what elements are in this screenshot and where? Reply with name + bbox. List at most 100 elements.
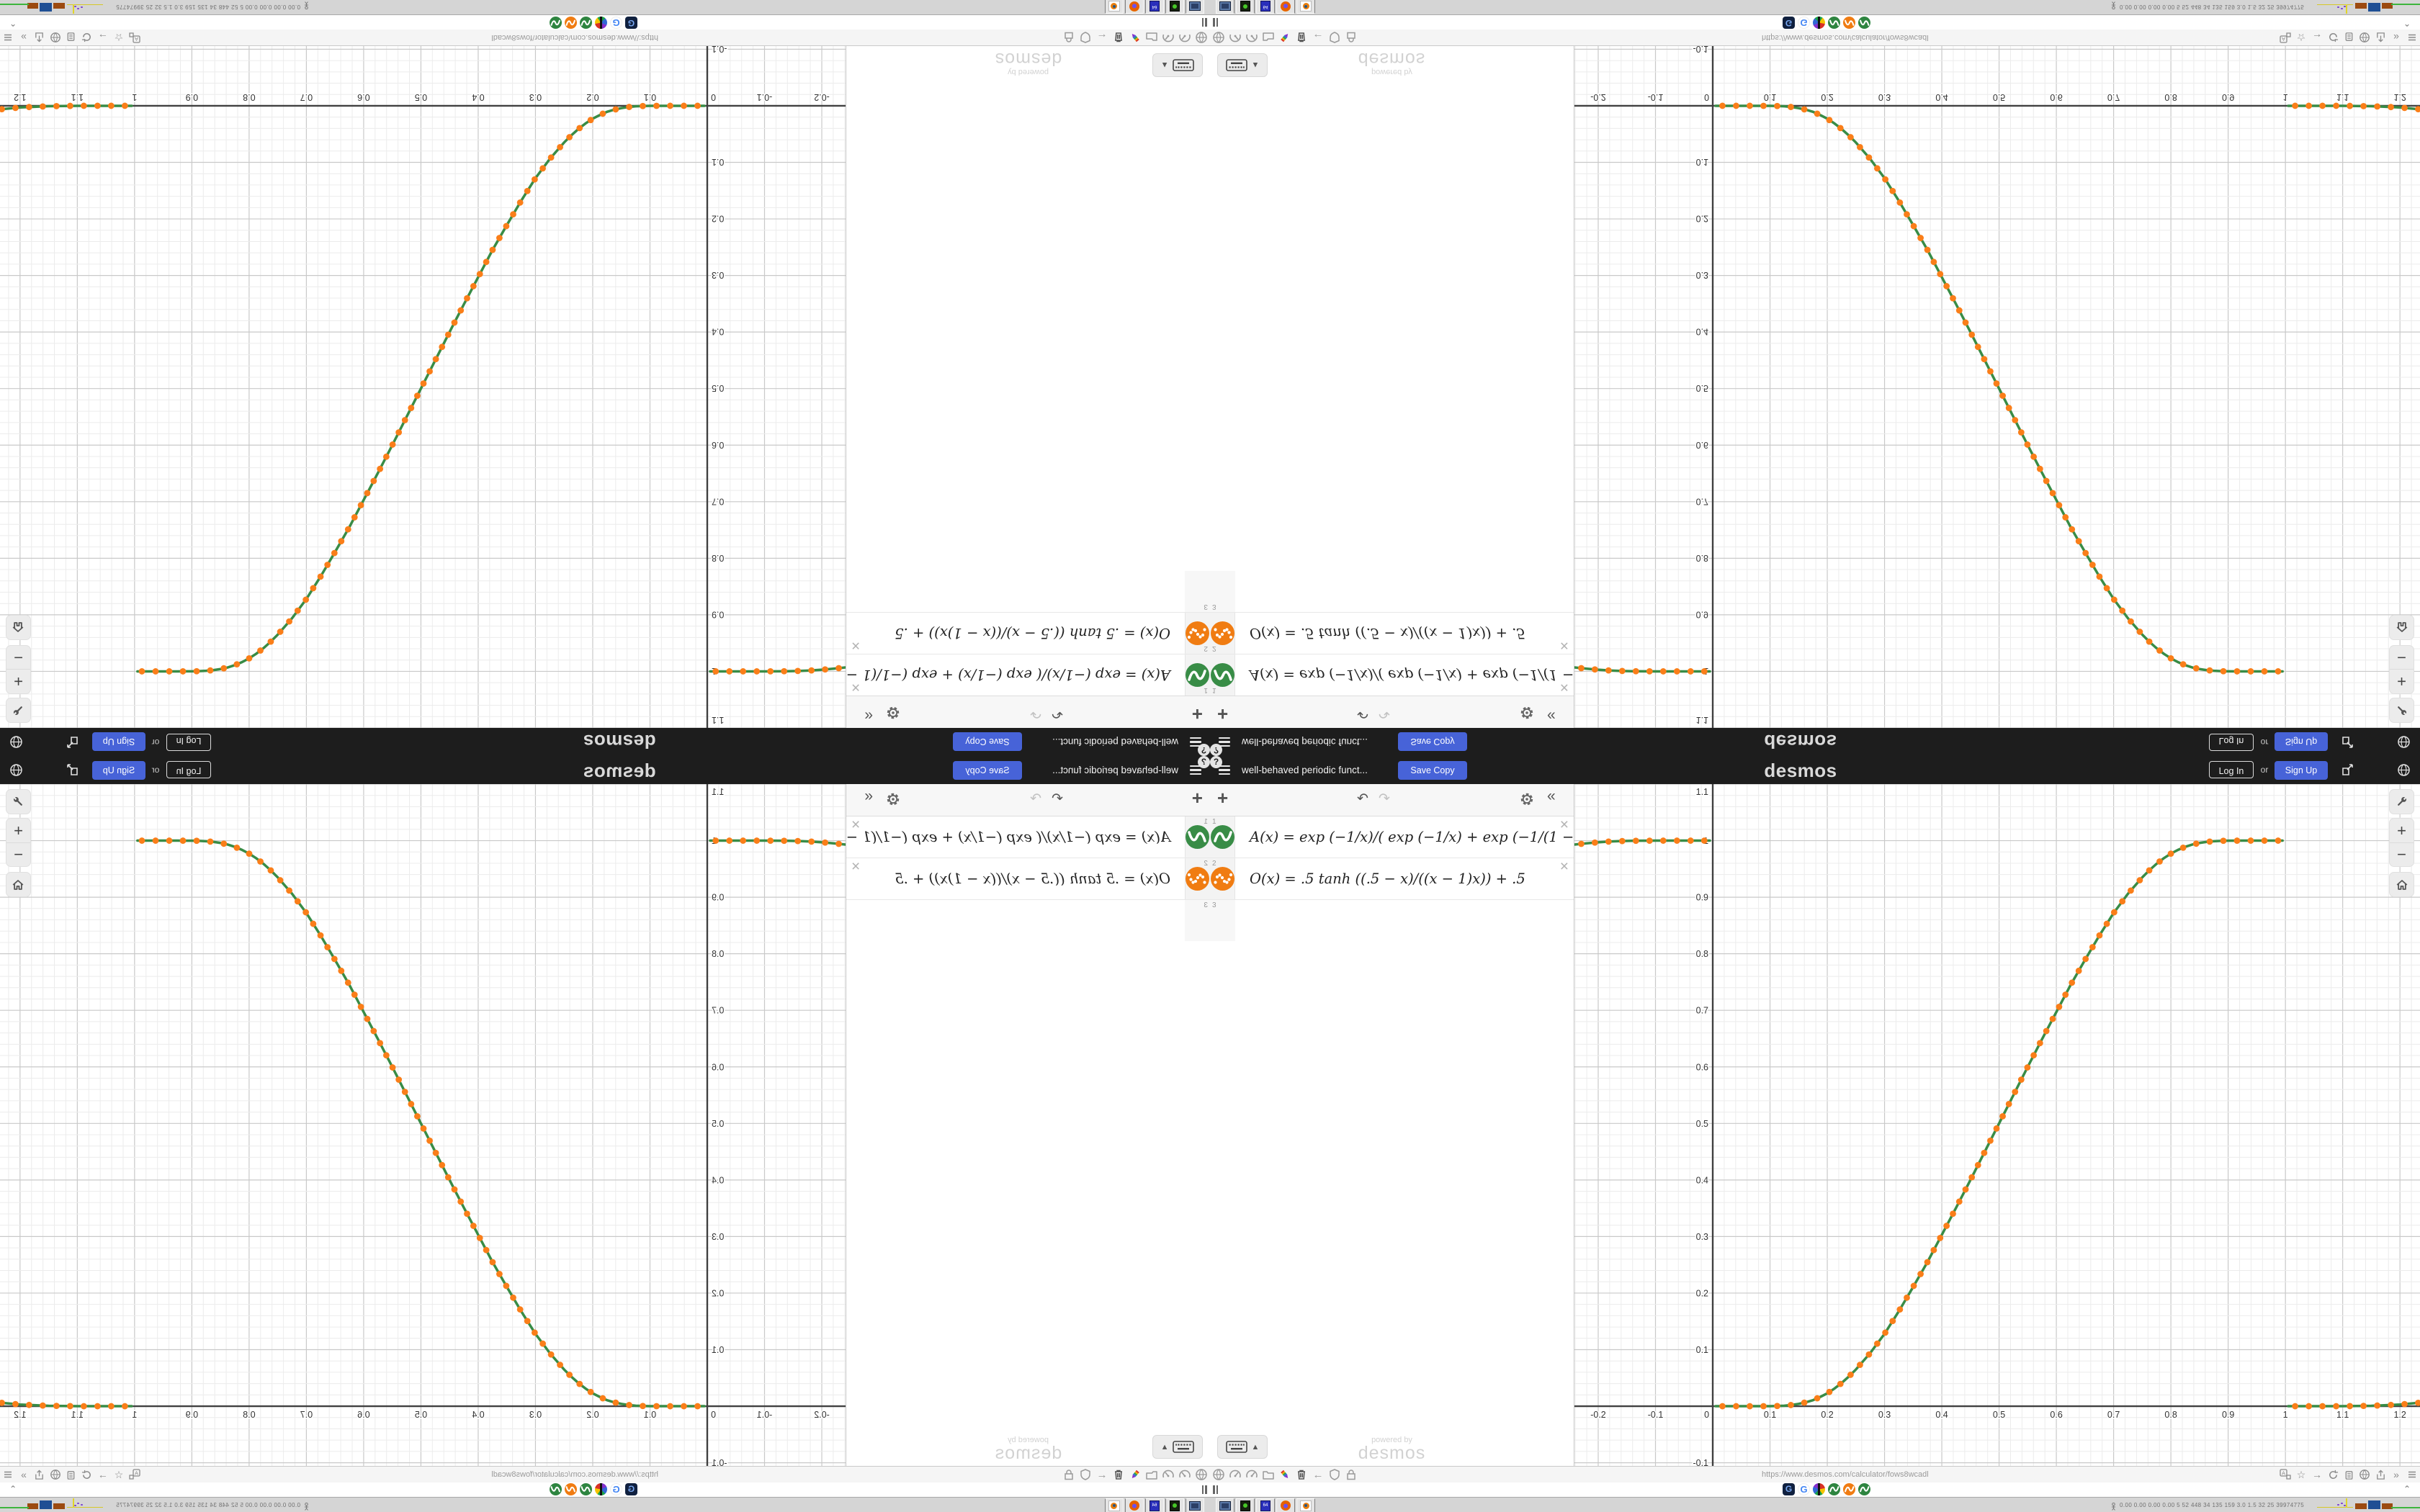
expression-gutter-1[interactable]: 1 [1210, 654, 1235, 696]
expression-row-1[interactable]: 1 A(x) = exp (−1/x)/( exp (−1/x) + exp (… [1210, 816, 1603, 858]
extensions-chevrons-icon[interactable]: » [21, 32, 27, 43]
back-arrow-icon[interactable]: ← [1096, 1468, 1108, 1481]
expression-formula-2[interactable]: O(x) = .5 tanh ((.5 − x)/((x − 1)x)) + .… [1250, 870, 1525, 887]
forward-arrow-icon[interactable]: → [2312, 1469, 2322, 1480]
tab-favicon-google[interactable]: G [1798, 1483, 1810, 1495]
show-keyboard-button[interactable]: ▲ [1217, 53, 1268, 77]
tab-favicon-desmos-green[interactable] [550, 1483, 562, 1495]
show-keyboard-button[interactable]: ▲ [1152, 1435, 1203, 1459]
expression-gutter-1[interactable]: 1 [1185, 816, 1210, 858]
translate-icon[interactable]: A [128, 1467, 141, 1482]
save-copy-button[interactable]: Save Copy [1398, 732, 1467, 751]
taskbar-blender-icon[interactable] [1296, 0, 1315, 14]
add-expression-button[interactable]: + [1217, 703, 1229, 725]
taskbar-floppy-64-app-icon[interactable]: 64 [1256, 1498, 1275, 1512]
url-text[interactable]: https://www.desmos.com/calculator/fows8w… [1762, 1470, 1929, 1479]
expression-gutter-3[interactable]: 3 [1210, 571, 1235, 612]
trash-icon[interactable] [1111, 30, 1126, 45]
tab-favicon-desmos-orange[interactable] [1843, 17, 1855, 29]
lock-icon[interactable] [1062, 30, 1076, 45]
expression-formula-1[interactable]: A(x) = exp (−1/x)/( exp (−1/x) + exp (−1… [817, 829, 1170, 845]
add-expression-button[interactable]: + [1191, 787, 1203, 809]
expression-gutter-2[interactable]: 2 [1210, 613, 1235, 654]
language-globe-icon[interactable] [9, 763, 23, 777]
tab-favicon-dark-g[interactable]: G [625, 17, 637, 29]
collapse-panel-icon[interactable]: « [864, 788, 873, 804]
zoom-out-button[interactable]: − [6, 842, 30, 866]
tab-favicon-desmos-orange[interactable] [565, 17, 577, 29]
remove-expression-icon[interactable]: × [1559, 679, 1569, 696]
hamburger-menu-icon[interactable] [1219, 765, 1230, 775]
tab-row-caret-icon[interactable]: ⌃ [2403, 18, 2411, 28]
edit-list-gear-icon[interactable] [1520, 792, 1534, 806]
language-globe-icon[interactable] [9, 735, 23, 749]
url-text[interactable]: https://www.desmos.com/calculator/fows8w… [491, 1470, 658, 1479]
graph-settings-wrench-button[interactable] [6, 790, 30, 814]
sign-up-button[interactable]: Sign Up [92, 761, 145, 780]
pause-bars-icon[interactable] [1213, 18, 1218, 27]
log-in-button[interactable]: Log In [2209, 761, 2254, 778]
taskbar-firefox-icon[interactable] [1276, 1498, 1295, 1512]
tab-favicon-desmos-green[interactable] [550, 17, 562, 29]
log-in-button[interactable]: Log In [166, 734, 211, 751]
taskbar-firefox-icon[interactable] [1125, 0, 1144, 14]
expression-formula-1[interactable]: A(x) = exp (−1/x)/( exp (−1/x) + exp (−1… [817, 667, 1170, 683]
translate-icon[interactable]: A [128, 30, 141, 45]
folder-icon[interactable] [1261, 30, 1276, 45]
expression-formula-1[interactable]: A(x) = exp (−1/x)/( exp (−1/x) + exp (−1… [1250, 829, 1603, 845]
browser-globe-icon[interactable] [1194, 30, 1209, 45]
graph-settings-wrench-button[interactable] [2390, 790, 2414, 814]
tab-favicon-dark-g[interactable]: G [1783, 1483, 1795, 1495]
lock-icon[interactable] [1344, 1467, 1358, 1482]
save-copy-button[interactable]: Save Copy [1398, 761, 1467, 780]
expression-row-3-empty[interactable]: 3 [846, 900, 1210, 941]
expression-row-2[interactable]: 2 O(x) = .5 tanh ((.5 − x)/((x − 1)x)) +… [1210, 612, 1574, 654]
taskbar-floppy-64-app-icon[interactable]: 64 [1145, 0, 1164, 14]
tab-favicon-desmos-green[interactable] [1828, 17, 1840, 29]
green-wave-style-icon[interactable] [1211, 663, 1234, 687]
gauge-icon[interactable] [1245, 1467, 1259, 1482]
expression-formula-2[interactable]: O(x) = .5 tanh ((.5 − x)/((x − 1)x)) + .… [1250, 625, 1525, 642]
tab-favicon-dark-g[interactable]: G [1783, 17, 1795, 29]
default-viewport-home-button[interactable] [6, 873, 30, 896]
remove-expression-icon[interactable]: × [1559, 816, 1569, 833]
tab-row-caret-icon[interactable]: ⌃ [9, 1484, 17, 1494]
default-viewport-home-button[interactable] [2390, 616, 2414, 639]
share-page-icon[interactable] [2374, 1467, 2387, 1482]
forward-arrow-icon[interactable]: → [98, 32, 108, 43]
sign-up-button[interactable]: Sign Up [2275, 732, 2328, 751]
shield-icon[interactable] [1327, 30, 1342, 45]
tab-row-caret-icon[interactable]: ⌃ [9, 18, 17, 28]
gauge-icon[interactable] [1161, 1467, 1175, 1482]
hamburger-menu-icon[interactable] [1190, 765, 1201, 775]
forward-arrow-icon[interactable]: → [2312, 32, 2322, 43]
show-keyboard-button[interactable]: ▲ [1152, 53, 1203, 77]
green-wave-style-icon[interactable] [1211, 825, 1234, 849]
undo-icon[interactable]: ↶ [1052, 791, 1063, 806]
remove-expression-icon[interactable]: × [1559, 637, 1569, 654]
bookmark-star-icon[interactable]: ☆ [114, 1468, 124, 1480]
browser-globe-icon[interactable] [1211, 30, 1226, 45]
tab-favicon-desmos-green[interactable] [1828, 1483, 1840, 1495]
tab-favicon-google[interactable]: G [610, 17, 622, 29]
gauge-icon[interactable] [1178, 1467, 1192, 1482]
extensions-chevrons-icon[interactable]: » [21, 1469, 27, 1480]
add-expression-button[interactable]: + [1191, 703, 1203, 725]
tab-favicon-google[interactable]: G [1798, 17, 1810, 29]
expression-gutter-1[interactable]: 1 [1210, 816, 1235, 858]
tab-favicon-desmos-green[interactable] [580, 1483, 592, 1495]
extensions-chevrons-icon[interactable]: » [2393, 1469, 2399, 1480]
undo-icon[interactable]: ↶ [1052, 706, 1063, 721]
share-page-icon[interactable] [33, 30, 46, 45]
tab-favicon-color-wheel[interactable] [1813, 1483, 1825, 1495]
orange-dots-style-icon[interactable] [1211, 867, 1234, 891]
page-trash-icon[interactable] [2342, 30, 2355, 45]
expression-row-3-empty[interactable]: 3 [1210, 900, 1574, 941]
taskbar-blender-icon[interactable] [1105, 1498, 1124, 1512]
tab-favicon-dark-g[interactable]: G [625, 1483, 637, 1495]
trash-icon[interactable] [1294, 30, 1309, 45]
orange-dots-style-icon[interactable] [1211, 621, 1234, 645]
gauge-icon[interactable] [1228, 30, 1242, 45]
remove-expression-icon[interactable]: × [851, 637, 861, 654]
zoom-in-button[interactable]: + [14, 672, 23, 691]
